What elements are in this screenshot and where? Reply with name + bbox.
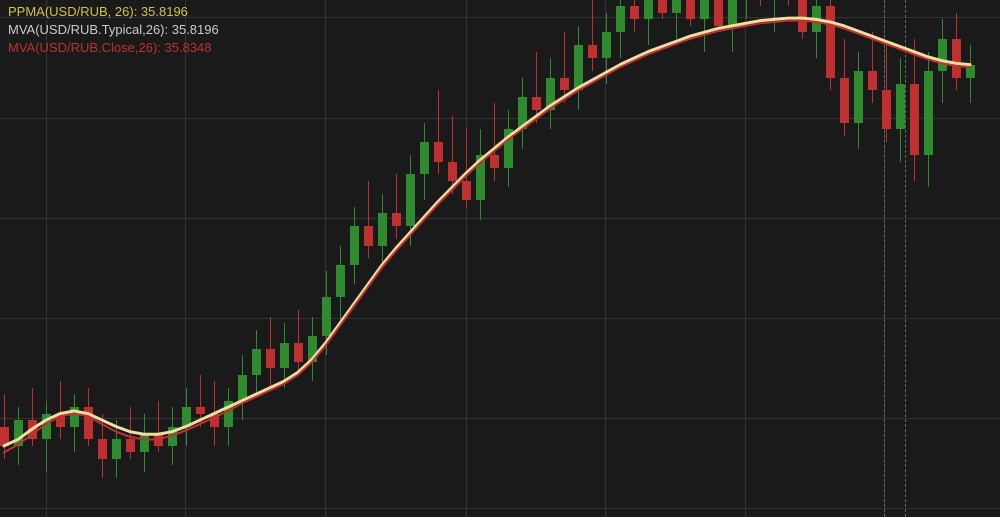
grid-line-horizontal — [0, 218, 1000, 219]
candle-wick — [368, 181, 369, 259]
candle-up — [672, 0, 681, 13]
candle-up — [252, 349, 261, 375]
candle-up — [644, 0, 653, 19]
candle-wick — [592, 0, 593, 71]
grid-line-horizontal — [0, 318, 1000, 319]
candle-up — [70, 407, 79, 426]
candle-up — [518, 97, 527, 129]
candle-up — [350, 226, 359, 265]
grid-line-horizontal — [0, 508, 1000, 509]
cursor-vertical-line — [884, 0, 885, 517]
ma-line-ppma — [4, 18, 970, 446]
candle-up — [574, 45, 583, 90]
candle-up — [546, 78, 555, 110]
candle-wick — [872, 32, 873, 103]
candle-down — [714, 0, 723, 26]
candle-down — [560, 78, 569, 91]
candle-up — [42, 414, 51, 440]
candle-down — [686, 0, 695, 19]
grid-line-vertical — [745, 0, 746, 517]
candle-down — [28, 420, 37, 439]
candle-down — [294, 343, 303, 362]
candle-down — [434, 142, 443, 161]
candle-up — [476, 155, 485, 200]
candle-up — [112, 439, 121, 458]
candle-wick — [494, 103, 495, 181]
ma-line-mva-close — [4, 21, 970, 453]
candle-up — [966, 65, 975, 78]
candle-down — [462, 181, 471, 200]
candle-down — [882, 90, 891, 129]
candle-down — [196, 407, 205, 413]
candle-down — [0, 427, 9, 446]
candle-wick — [60, 381, 61, 439]
candle-up — [168, 427, 177, 446]
candle-up — [728, 0, 737, 26]
candle-up — [280, 343, 289, 369]
candle-down — [364, 226, 373, 245]
indicator-legend: PPMA(USD/RUB, 26): 35.8196 — [8, 4, 188, 19]
candle-up — [140, 433, 149, 452]
candle-wick — [200, 375, 201, 427]
candle-up — [336, 265, 345, 297]
candle-up — [14, 420, 23, 446]
grid-line-horizontal — [0, 118, 1000, 119]
candle-down — [98, 439, 107, 458]
candle-down — [84, 407, 93, 439]
candle-up — [924, 71, 933, 155]
cursor-vertical-line — [905, 0, 906, 517]
candle-down — [952, 39, 961, 78]
candle-down — [490, 155, 499, 168]
candle-down — [532, 97, 541, 110]
candle-wick — [760, 0, 761, 6]
candle-up — [504, 129, 513, 168]
candle-down — [868, 71, 877, 90]
indicator-legend: MVA(USD/RUB.Close,26): 35.8348 — [8, 40, 212, 55]
candle-down — [798, 0, 807, 32]
candle-down — [448, 162, 457, 181]
candle-up — [378, 213, 387, 245]
candle-up — [420, 142, 429, 174]
candle-up — [182, 407, 191, 426]
candle-down — [630, 6, 639, 19]
candle-down — [266, 349, 275, 368]
candle-wick — [746, 0, 747, 19]
candle-up — [896, 84, 905, 129]
candle-up — [854, 71, 863, 123]
candle-down — [910, 84, 919, 155]
candle-up — [322, 297, 331, 336]
candle-up — [224, 401, 233, 427]
candle-down — [588, 45, 597, 58]
grid-line-vertical — [466, 0, 467, 517]
candle-down — [392, 213, 401, 226]
candle-down — [840, 78, 849, 123]
candle-up — [602, 32, 611, 58]
candle-up — [238, 375, 247, 401]
candlestick-chart[interactable]: PPMA(USD/RUB, 26): 35.8196 MVA(USD/RUB.Ty… — [0, 0, 1000, 517]
candle-down — [658, 0, 667, 13]
indicator-legend: MVA(USD/RUB.Typical,26): 35.8196 — [8, 22, 219, 37]
candle-wick — [438, 90, 439, 174]
candle-wick — [452, 116, 453, 194]
candle-down — [56, 414, 65, 427]
candle-up — [308, 336, 317, 362]
grid-line-horizontal — [0, 418, 1000, 419]
moving-average-overlay — [0, 0, 1000, 517]
candle-up — [812, 6, 821, 32]
candle-wick — [774, 0, 775, 32]
candle-up — [616, 6, 625, 32]
candle-up — [700, 0, 709, 19]
candle-wick — [564, 32, 565, 103]
candle-down — [126, 439, 135, 452]
candle-up — [406, 174, 415, 226]
candle-up — [938, 39, 947, 71]
candle-wick — [536, 52, 537, 123]
candle-down — [154, 433, 163, 446]
grid-line-vertical — [325, 0, 326, 517]
candle-down — [826, 6, 835, 77]
candle-wick — [396, 174, 397, 239]
candle-down — [210, 414, 219, 427]
candle-wick — [788, 0, 789, 6]
